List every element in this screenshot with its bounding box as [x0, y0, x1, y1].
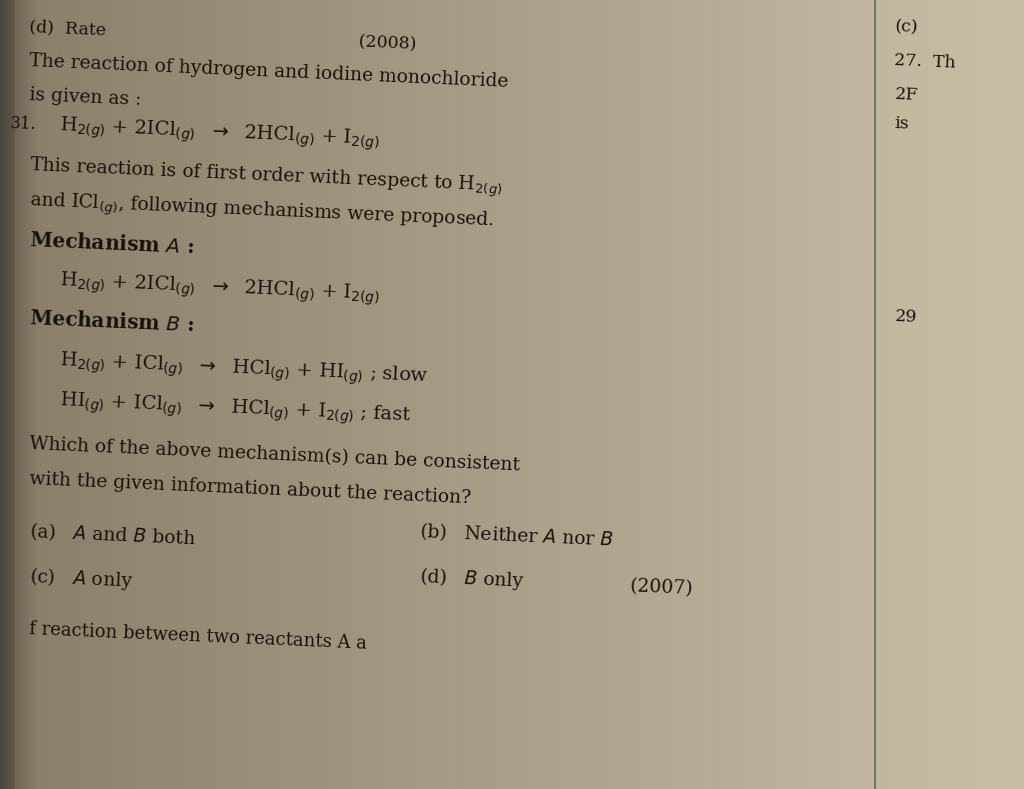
Bar	[874, 0, 1024, 789]
Text: (c): (c)	[894, 18, 919, 36]
Text: with the given information about the reaction?: with the given information about the rea…	[30, 470, 472, 507]
Text: is given as :: is given as :	[30, 86, 142, 109]
Text: f reaction between two reactants A a: f reaction between two reactants A a	[30, 620, 368, 653]
Text: 2F: 2F	[894, 86, 919, 104]
Text: and ICl$_{(g)}$, following mechanisms were proposed.: and ICl$_{(g)}$, following mechanisms we…	[29, 190, 495, 235]
Text: H$_{2(g)}$ + 2ICl$_{(g)}$  $\rightarrow$  2HCl$_{(g)}$ + I$_{2(g)}$: H$_{2(g)}$ + 2ICl$_{(g)}$ $\rightarrow$ …	[59, 270, 380, 308]
Text: HI$_{(g)}$ + ICl$_{(g)}$  $\rightarrow$  HCl$_{(g)}$ + I$_{2(g)}$ ; fast: HI$_{(g)}$ + ICl$_{(g)}$ $\rightarrow$ H…	[59, 390, 412, 430]
Text: 31.: 31.	[9, 115, 37, 133]
Text: is: is	[894, 115, 909, 133]
Text: (a)   $A$ and $B$ both: (a) $A$ and $B$ both	[29, 520, 197, 549]
Text: (c)   $A$ only: (c) $A$ only	[29, 565, 133, 593]
Text: Mechanism $B$ :: Mechanism $B$ :	[29, 308, 196, 335]
Text: Mechanism $A$ :: Mechanism $A$ :	[29, 230, 196, 257]
Text: This reaction is of first order with respect to H$_{2(g)}$: This reaction is of first order with res…	[29, 155, 503, 200]
Text: The reaction of hydrogen and iodine monochloride: The reaction of hydrogen and iodine mono…	[30, 52, 509, 91]
Text: 27.  Th: 27. Th	[894, 52, 956, 72]
Text: (d)   $B$ only                  (2007): (d) $B$ only (2007)	[419, 565, 693, 600]
Text: (d)  Rate                                              (2008): (d) Rate (2008)	[30, 18, 417, 52]
Text: (b)   Neither $A$ nor $B$: (b) Neither $A$ nor $B$	[419, 520, 614, 550]
Text: 29: 29	[894, 308, 918, 326]
Text: H$_{2(g)}$ + ICl$_{(g)}$  $\rightarrow$  HCl$_{(g)}$ + HI$_{(g)}$ ; slow: H$_{2(g)}$ + ICl$_{(g)}$ $\rightarrow$ H…	[59, 350, 429, 391]
Text: H$_{2(g)}$ + 2ICl$_{(g)}$  $\rightarrow$  2HCl$_{(g)}$ + I$_{2(g)}$: H$_{2(g)}$ + 2ICl$_{(g)}$ $\rightarrow$ …	[59, 115, 380, 154]
Text: Which of the above mechanism(s) can be consistent: Which of the above mechanism(s) can be c…	[30, 435, 520, 474]
